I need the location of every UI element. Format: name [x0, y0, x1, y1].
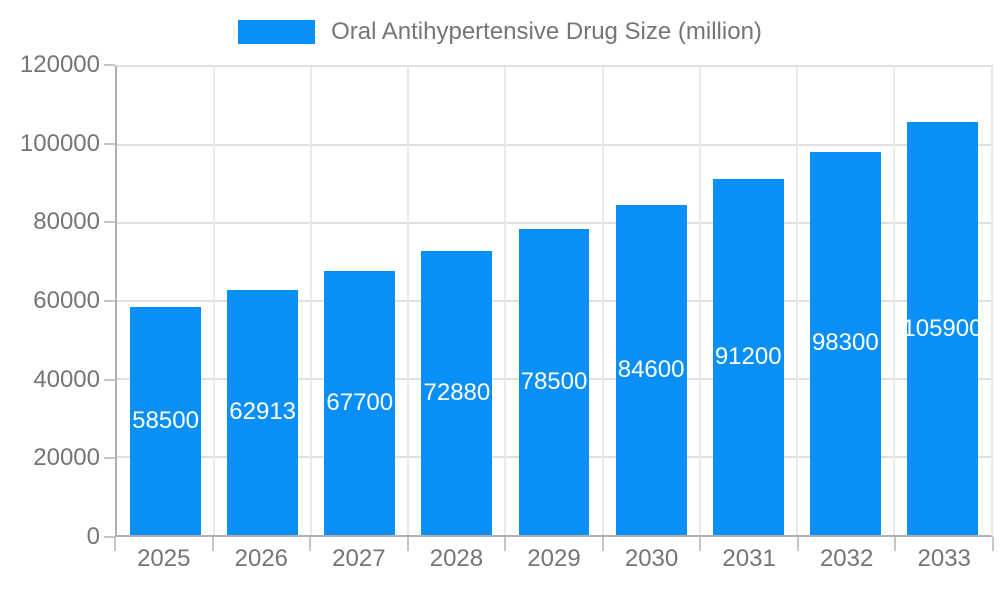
- x-axis-tick: [504, 537, 507, 551]
- x-axis-tick: [992, 537, 994, 551]
- legend-label: Oral Antihypertensive Drug Size (million…: [331, 18, 762, 45]
- x-axis-tick: [406, 537, 409, 551]
- x-axis-tick: [796, 537, 799, 551]
- x-axis-tick-label: 2029: [527, 545, 581, 572]
- gridline-v: [698, 67, 701, 535]
- bar-value-label: 84600: [617, 356, 685, 384]
- bar-value-label: 105900: [902, 314, 983, 342]
- bar: 105900: [902, 122, 982, 535]
- gridline-v: [213, 67, 216, 535]
- bar: 91200: [712, 179, 784, 535]
- gridline-v: [310, 67, 313, 535]
- y-axis-tick: [104, 64, 115, 66]
- gridline-h: [117, 221, 991, 224]
- legend: Oral Antihypertensive Drug Size (million…: [0, 17, 1000, 47]
- y-axis-tick: [104, 457, 115, 460]
- y-axis-tick-label: 100000: [19, 129, 100, 157]
- x-axis-tick-label: 2026: [234, 545, 289, 572]
- x-axis-tick: [699, 537, 702, 551]
- x-axis-tick-label: 2032: [819, 545, 874, 572]
- y-axis-tick-label: 120000: [19, 51, 100, 78]
- legend-swatch: [238, 20, 316, 44]
- x-axis-tick-label: 2027: [332, 545, 386, 572]
- bar-value-label: 98300: [811, 329, 879, 357]
- x-axis-tick-label: 2025: [137, 545, 191, 572]
- gridline-v: [407, 67, 410, 535]
- y-axis-tick: [104, 142, 115, 145]
- bar: 78500: [518, 228, 590, 535]
- x-axis-tick: [309, 537, 312, 551]
- y-axis-tick-label: 40000: [33, 365, 100, 393]
- x-axis-tick: [894, 537, 897, 551]
- x-axis-tick: [601, 537, 604, 551]
- x-axis-tick-label: 2028: [429, 545, 484, 572]
- y-axis-tick-label: 0: [86, 523, 100, 550]
- gridline-v: [892, 67, 895, 535]
- bar: 62913: [227, 289, 299, 535]
- y-axis-tick-label: 60000: [33, 287, 100, 314]
- bar-value-label: 62913: [229, 398, 297, 426]
- bar: 84600: [615, 205, 687, 535]
- x-axis-tick-label: 2033: [917, 545, 971, 572]
- plot-area: 58500 62913 67700 72880 78500 84600 91200 98300…: [115, 65, 993, 537]
- bar-value-label: 91200: [714, 343, 782, 371]
- y-axis-tick: [104, 221, 115, 224]
- x-axis-tick: [211, 537, 214, 551]
- x-axis-tick: [114, 537, 116, 551]
- bar-value-label: 78500: [520, 367, 588, 395]
- y-axis-tick: [104, 536, 115, 538]
- x-axis-tick-label: 2030: [624, 545, 679, 572]
- bar: 67700: [324, 270, 396, 535]
- gridline-v: [504, 67, 507, 535]
- gridline-v: [795, 67, 798, 535]
- bar-value-label: 58500: [132, 406, 199, 434]
- bar: 72880: [421, 250, 493, 535]
- y-axis-tick-label: 80000: [33, 208, 100, 236]
- gridline-h: [117, 143, 991, 146]
- bar-value-label: 72880: [423, 378, 491, 406]
- y-axis-tick: [104, 300, 115, 302]
- y-axis-tick: [104, 378, 115, 381]
- bar: 58500: [130, 306, 201, 535]
- x-axis-tick-label: 2031: [722, 545, 776, 572]
- bar-value-label: 67700: [326, 388, 394, 416]
- gridline-v: [601, 67, 604, 535]
- bar: 98300: [809, 151, 881, 535]
- y-axis-tick-label: 20000: [33, 444, 100, 472]
